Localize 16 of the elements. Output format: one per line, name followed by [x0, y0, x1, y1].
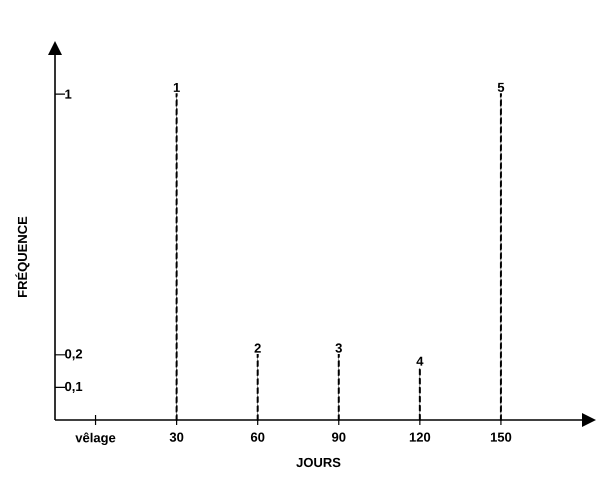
y-tick-label: 0,2	[65, 349, 82, 360]
y-tick-label: 1	[65, 90, 72, 99]
x-tick-label: 120	[410, 432, 430, 442]
annotation: 2	[254, 344, 261, 353]
x-tick-label: 60	[250, 432, 264, 442]
x-tick-label: vêlage	[75, 432, 116, 445]
y-tick-label: 0,1	[65, 382, 82, 393]
annotation: 4	[416, 356, 424, 366]
x-tick-label: 150	[490, 432, 512, 442]
x-tick-label: 30	[170, 432, 184, 442]
annotation: 5	[498, 82, 504, 92]
annotation: 3	[335, 343, 342, 353]
x-axis-title: JOURS	[296, 458, 340, 468]
x-tick-label: 90	[332, 432, 346, 442]
annotation: 1	[174, 82, 180, 92]
y-axis-title: FRÉQUENCE	[15, 216, 30, 297]
